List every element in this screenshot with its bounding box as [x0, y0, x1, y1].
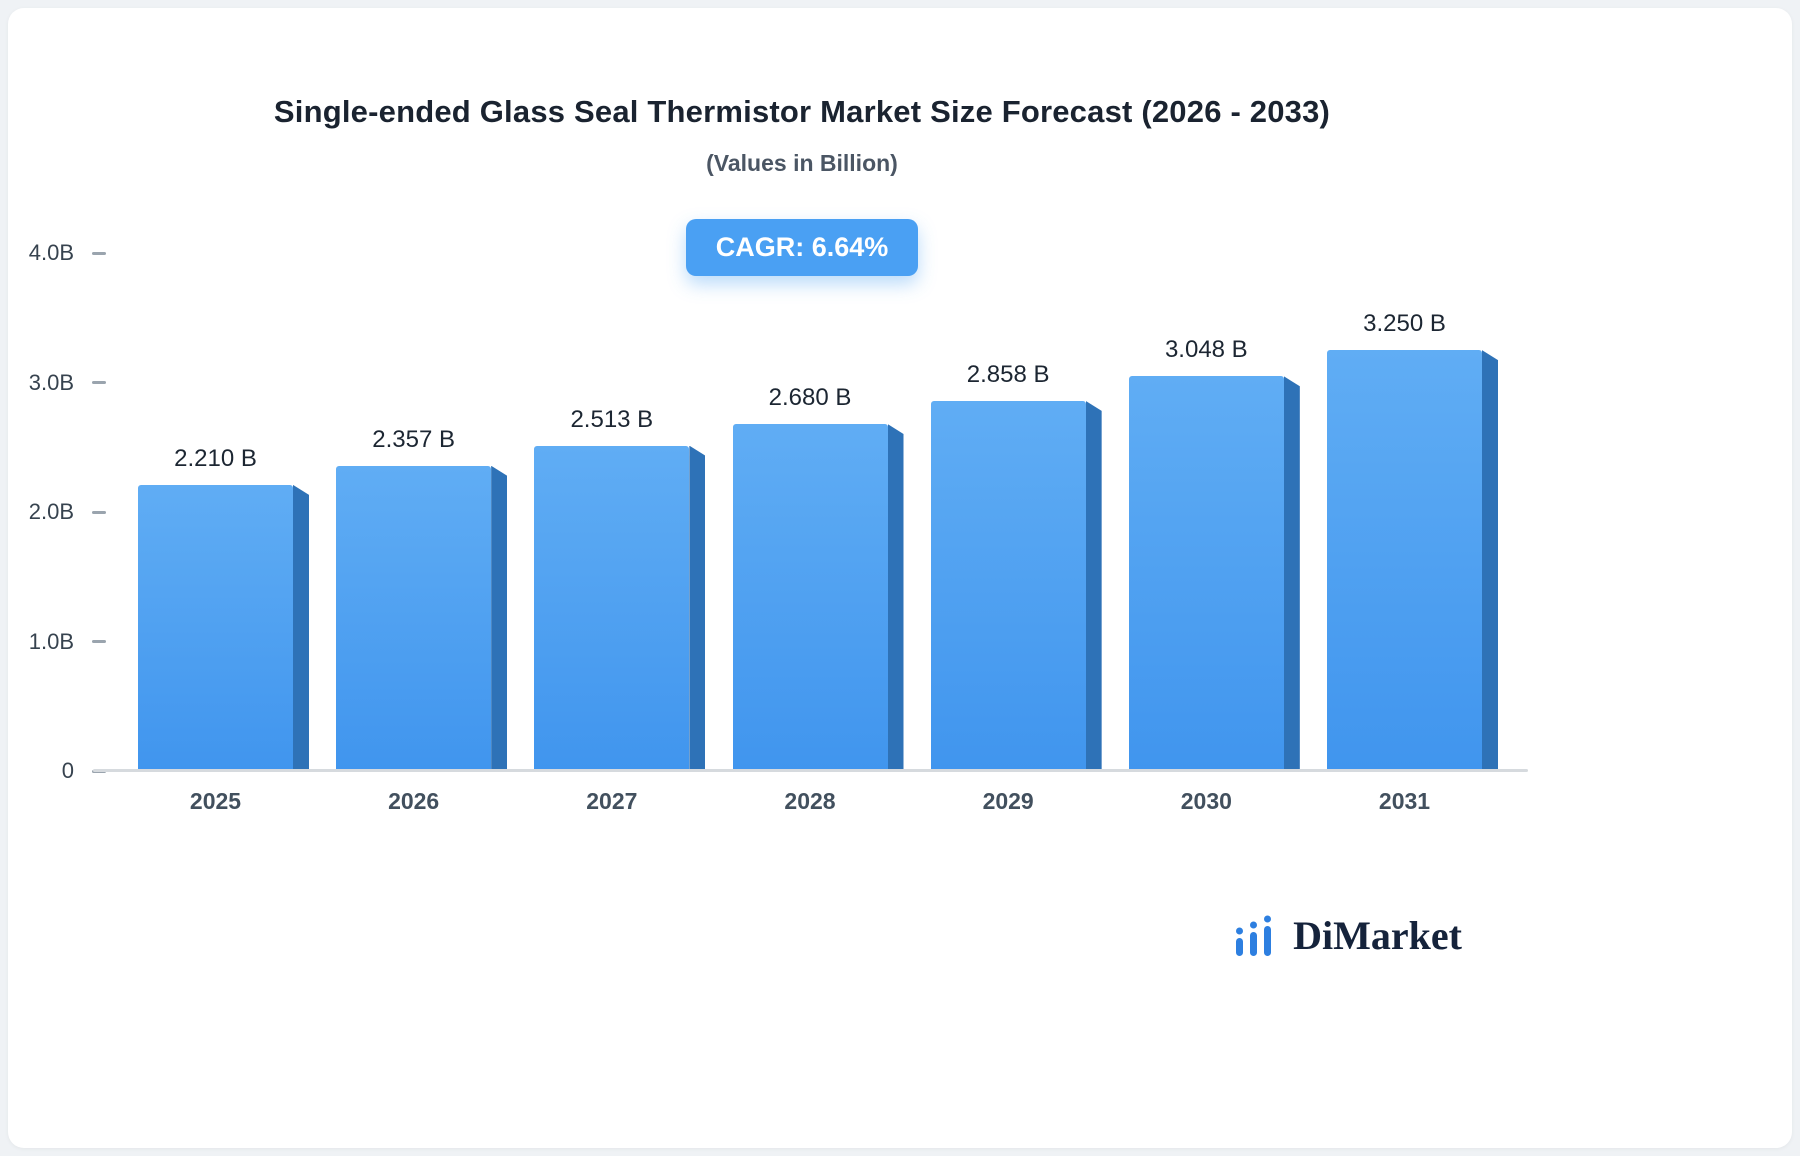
- bar-value-label: 2.357 B: [372, 425, 456, 453]
- y-tick-mark: [92, 510, 106, 514]
- brand-logo: DiMarket: [1234, 912, 1462, 956]
- bar-face: [336, 465, 492, 771]
- bar-2025: 2.210 B 2025: [138, 445, 309, 814]
- bar-face: [930, 400, 1086, 771]
- bar-side: [293, 484, 309, 771]
- bar-2028: 2.680 B 2028: [732, 384, 904, 814]
- bar-value-label: 2.680 B: [768, 383, 852, 411]
- y-tick-mark: [92, 381, 106, 384]
- bar-face: [732, 423, 888, 771]
- bar-value-label: 2.210 B: [174, 444, 257, 472]
- bar-face: [1327, 350, 1482, 771]
- chart-header: Single-ended Glass Seal Thermistor Marke…: [8, 8, 1792, 177]
- x-axis-label: 2030: [1180, 788, 1232, 814]
- y-tick-label: 1.0B: [28, 628, 74, 654]
- bar-value-label: 3.048 B: [1164, 336, 1248, 364]
- x-axis-label: 2026: [388, 788, 440, 814]
- bar-side: [887, 423, 904, 771]
- bar-side: [1085, 400, 1102, 771]
- bar-face: [534, 445, 690, 771]
- bar-side: [491, 465, 508, 771]
- bar-2030: 3.048 B 2030: [1128, 336, 1300, 814]
- bar-chart: 0 1.0B 2.0B 3.0B 4.0B 2.210 B 2025 2.357 B 2026…: [29, 240, 1528, 814]
- brand-name: DiMarket: [1293, 913, 1462, 958]
- bar-value-label: 3.250 B: [1363, 310, 1446, 338]
- bar-value-label: 2.513 B: [570, 405, 654, 433]
- y-tick-mark: [92, 640, 106, 643]
- bar-side: [689, 445, 706, 771]
- chart-subtitle: (Values in Billion): [706, 150, 898, 176]
- badge-row: CAGR: 6.64%: [8, 219, 1792, 276]
- bar-value-label: 2.858 B: [966, 360, 1050, 388]
- bar-side: [1482, 350, 1498, 771]
- bar-face: [138, 484, 293, 771]
- chart-title: Single-ended Glass Seal Thermistor Marke…: [273, 94, 1331, 129]
- bar-2027: 2.513 B 2027: [534, 406, 706, 814]
- x-axis-label: 2028: [784, 788, 836, 814]
- bar-2031: 3.250 B 2031: [1327, 310, 1498, 814]
- x-axis-label: 2031: [1378, 788, 1431, 814]
- bar-2029: 2.858 B 2029: [930, 361, 1102, 814]
- bar-side: [1283, 376, 1300, 771]
- y-tick-label: 2.0B: [28, 499, 74, 524]
- y-tick-label: 4.0B: [28, 240, 74, 265]
- plot-area: 2.210 B 2025 2.357 B 2026 2.513 B 2027 2.680 B…: [108, 253, 1528, 814]
- x-axis-label: 2029: [982, 788, 1034, 814]
- y-tick-label: 3.0B: [28, 369, 74, 395]
- bar-2026: 2.357 B 2026: [336, 426, 508, 814]
- cagr-badge: CAGR: 6.64%: [685, 219, 919, 276]
- x-axis-label: 2025: [189, 788, 242, 814]
- y-tick-mark: [92, 251, 106, 255]
- y-tick-label: 0: [61, 758, 74, 783]
- bar-chart-icon: [1234, 912, 1280, 956]
- x-axis-line: [93, 769, 1528, 772]
- chart-card: Single-ended Glass Seal Thermistor Marke…: [8, 8, 1792, 1148]
- y-axis: 0 1.0B 2.0B 3.0B 4.0B: [8, 240, 108, 783]
- x-axis-label: 2027: [586, 788, 638, 814]
- bar-face: [1128, 376, 1284, 771]
